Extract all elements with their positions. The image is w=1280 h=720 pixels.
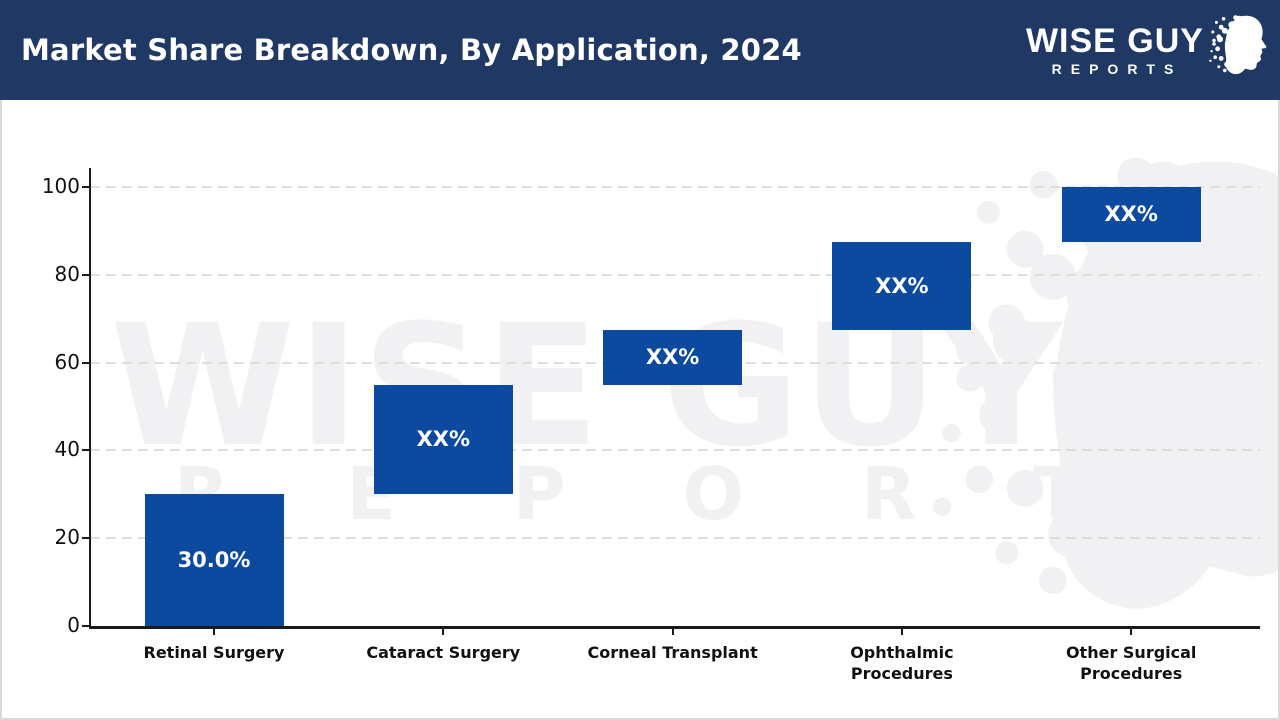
x-axis-tick-mark (900, 628, 903, 635)
bar-value-label: XX% (645, 345, 700, 370)
y-axis-tick-label: 40 (54, 437, 80, 462)
bar-value-label: XX% (875, 273, 929, 298)
y-axis-tick-label: 80 (54, 261, 80, 286)
page-title: Market Share Breakdown, By Application, … (21, 33, 802, 67)
gridline-100 (90, 186, 1260, 188)
x-axis-category-label: Cataract Surgery (366, 643, 521, 662)
header-bar: Market Share Breakdown, By Application, … (0, 0, 1280, 100)
bar-value-label: 30.0% (177, 548, 251, 573)
bar-cataract-surgery: XX% (373, 384, 513, 495)
y-axis-tick-mark (82, 361, 90, 364)
y-axis-tick-label: 100 (41, 174, 80, 198)
y-axis-tick-label: 0 (67, 613, 80, 637)
x-axis-category-label: Retinal Surgery (143, 643, 285, 662)
x-axis-tick-mark (213, 628, 215, 635)
x-axis-line (89, 626, 1260, 629)
gridline-40 (90, 449, 1260, 452)
y-axis-tick-mark (82, 273, 90, 276)
y-axis-tick-mark (82, 537, 90, 540)
x-axis-tick-mark (1130, 628, 1133, 635)
chart-region: WISE GUY R E P O R T S 0 20 40 60 80 100 30.0%… (0, 100, 1280, 720)
watermark-head-icon (933, 157, 1278, 609)
bar-other-surgical-procedures: XX% (1061, 187, 1201, 242)
logo-subtitle: REPORTS (1051, 61, 1183, 77)
y-axis-tick-label: 20 (54, 525, 80, 550)
logo-text: WISE GUY REPORTS (1026, 24, 1204, 76)
x-axis-category-label: Ophthalmic Procedures (850, 643, 954, 683)
y-axis-tick-label: 60 (54, 349, 80, 374)
x-axis-tick-mark (671, 628, 674, 635)
bar-retinal-surgery: 30.0% (144, 494, 284, 626)
gridline-80 (90, 273, 1260, 276)
bar-value-label: XX% (416, 427, 471, 452)
bar-value-label: XX% (1104, 202, 1158, 227)
y-axis-tick-mark (82, 449, 90, 452)
y-axis-tick-mark (82, 625, 90, 627)
logo-wordmark: WISE GUY (1025, 22, 1204, 60)
x-axis-tick-mark (442, 628, 445, 635)
bar-ophthalmic-procedures: XX% (832, 241, 972, 330)
y-axis-line (89, 168, 91, 628)
x-axis-category-label: Other Surgical Procedures (1065, 643, 1197, 683)
gridline-20 (90, 537, 1260, 540)
y-axis-tick-mark (82, 186, 90, 188)
wise-guy-logo: WISE GUY REPORTS (1026, 12, 1280, 88)
dotted-head-icon (1209, 15, 1267, 75)
bar-corneal-transplant: XX% (603, 329, 743, 385)
x-axis-category-label: Corneal Transplant (587, 643, 758, 662)
